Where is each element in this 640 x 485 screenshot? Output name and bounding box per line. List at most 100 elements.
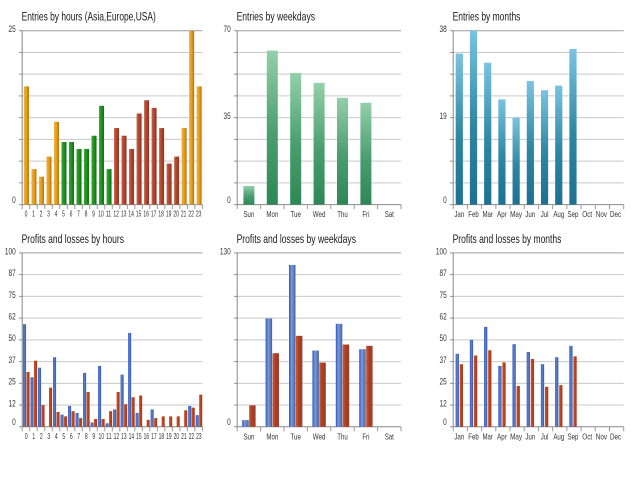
svg-text:15: 15 — [136, 432, 142, 441]
svg-text:6: 6 — [70, 432, 73, 441]
svg-text:20: 20 — [173, 209, 179, 218]
svg-text:Sep: Sep — [568, 431, 579, 441]
svg-text:19: 19 — [166, 209, 172, 218]
svg-text:Dec: Dec — [610, 209, 622, 219]
svg-text:Dec: Dec — [610, 431, 622, 441]
svg-text:14: 14 — [129, 432, 135, 441]
svg-text:Jan: Jan — [454, 431, 464, 441]
svg-text:2: 2 — [40, 432, 43, 441]
svg-text:20: 20 — [174, 432, 180, 441]
svg-text:23: 23 — [196, 432, 202, 441]
svg-text:130: 130 — [220, 246, 231, 256]
svg-text:Aug: Aug — [553, 209, 564, 219]
svg-text:3: 3 — [47, 209, 50, 218]
svg-text:Apr: Apr — [497, 431, 507, 441]
svg-text:Sat: Sat — [385, 209, 395, 219]
svg-text:22: 22 — [189, 432, 195, 441]
svg-text:Thu: Thu — [337, 431, 348, 441]
svg-text:Wed: Wed — [313, 209, 326, 219]
svg-text:35: 35 — [224, 111, 231, 121]
svg-text:12: 12 — [113, 209, 119, 218]
svg-text:Sun: Sun — [243, 209, 254, 219]
svg-text:0: 0 — [443, 195, 447, 205]
svg-text:5: 5 — [62, 209, 65, 218]
svg-text:10: 10 — [99, 432, 105, 441]
svg-text:8: 8 — [85, 209, 88, 218]
svg-text:75: 75 — [9, 290, 16, 300]
svg-text:11: 11 — [106, 432, 112, 441]
svg-text:6: 6 — [70, 209, 73, 218]
svg-text:75: 75 — [440, 290, 447, 300]
svg-text:0: 0 — [25, 209, 28, 218]
svg-text:1: 1 — [32, 432, 35, 441]
svg-text:21: 21 — [181, 209, 187, 218]
svg-text:Sep: Sep — [568, 209, 579, 219]
svg-text:16: 16 — [143, 209, 149, 218]
svg-text:Fri: Fri — [362, 431, 369, 441]
svg-text:9: 9 — [92, 209, 95, 218]
svg-text:Feb: Feb — [468, 209, 479, 219]
svg-text:4: 4 — [55, 209, 58, 218]
svg-text:Mar: Mar — [482, 431, 493, 441]
svg-text:16: 16 — [144, 432, 150, 441]
svg-text:Wed: Wed — [313, 431, 326, 441]
svg-text:Fri: Fri — [362, 209, 369, 219]
svg-text:70: 70 — [224, 24, 231, 34]
svg-text:Profits and losses by weekdays: Profits and losses by weekdays — [237, 232, 356, 246]
svg-text:0: 0 — [227, 195, 231, 205]
svg-text:Feb: Feb — [468, 431, 479, 441]
svg-text:5: 5 — [62, 432, 65, 441]
svg-text:Oct: Oct — [582, 209, 592, 219]
svg-text:7: 7 — [77, 209, 80, 218]
svg-text:21: 21 — [181, 432, 187, 441]
svg-text:Tue: Tue — [290, 431, 301, 441]
svg-text:22: 22 — [188, 209, 194, 218]
svg-text:14: 14 — [128, 209, 134, 218]
svg-text:Profits and losses by months: Profits and losses by months — [453, 232, 562, 246]
svg-text:100: 100 — [5, 246, 16, 256]
svg-text:Entries by weekdays: Entries by weekdays — [237, 9, 315, 23]
svg-text:Oct: Oct — [582, 431, 592, 441]
svg-text:Aug: Aug — [553, 431, 564, 441]
svg-text:9: 9 — [92, 432, 95, 441]
svg-text:Thu: Thu — [337, 209, 348, 219]
svg-text:19: 19 — [166, 432, 172, 441]
svg-text:12: 12 — [9, 399, 16, 409]
svg-text:Mon: Mon — [266, 209, 278, 219]
svg-text:May: May — [510, 209, 522, 219]
svg-text:62: 62 — [9, 312, 16, 322]
svg-text:87: 87 — [440, 268, 447, 278]
svg-text:3: 3 — [47, 432, 50, 441]
svg-text:Nov: Nov — [596, 209, 608, 219]
svg-text:18: 18 — [158, 209, 164, 218]
svg-text:18: 18 — [159, 432, 165, 441]
svg-text:1: 1 — [32, 209, 35, 218]
svg-text:37: 37 — [440, 355, 447, 365]
svg-text:87: 87 — [9, 268, 16, 278]
svg-text:Mon: Mon — [266, 431, 278, 441]
svg-text:0: 0 — [227, 417, 231, 427]
svg-text:12: 12 — [440, 399, 447, 409]
svg-text:19: 19 — [440, 111, 447, 121]
svg-text:50: 50 — [440, 333, 447, 343]
svg-text:10: 10 — [98, 209, 104, 218]
svg-text:2: 2 — [40, 209, 43, 218]
svg-text:50: 50 — [9, 333, 16, 343]
svg-text:62: 62 — [440, 312, 447, 322]
svg-text:7: 7 — [77, 432, 80, 441]
svg-text:0: 0 — [25, 432, 28, 441]
svg-text:13: 13 — [121, 209, 127, 218]
svg-text:Apr: Apr — [497, 209, 507, 219]
svg-text:0: 0 — [443, 417, 447, 427]
svg-text:8: 8 — [85, 432, 88, 441]
svg-text:15: 15 — [136, 209, 142, 218]
svg-text:25: 25 — [9, 377, 16, 387]
svg-text:100: 100 — [436, 246, 447, 256]
svg-text:37: 37 — [9, 355, 16, 365]
svg-text:0: 0 — [12, 195, 16, 205]
svg-text:Tue: Tue — [290, 209, 301, 219]
svg-text:Entries by months: Entries by months — [453, 9, 521, 23]
svg-text:Jul: Jul — [541, 209, 549, 219]
svg-text:Jul: Jul — [541, 431, 549, 441]
svg-text:38: 38 — [440, 24, 447, 34]
